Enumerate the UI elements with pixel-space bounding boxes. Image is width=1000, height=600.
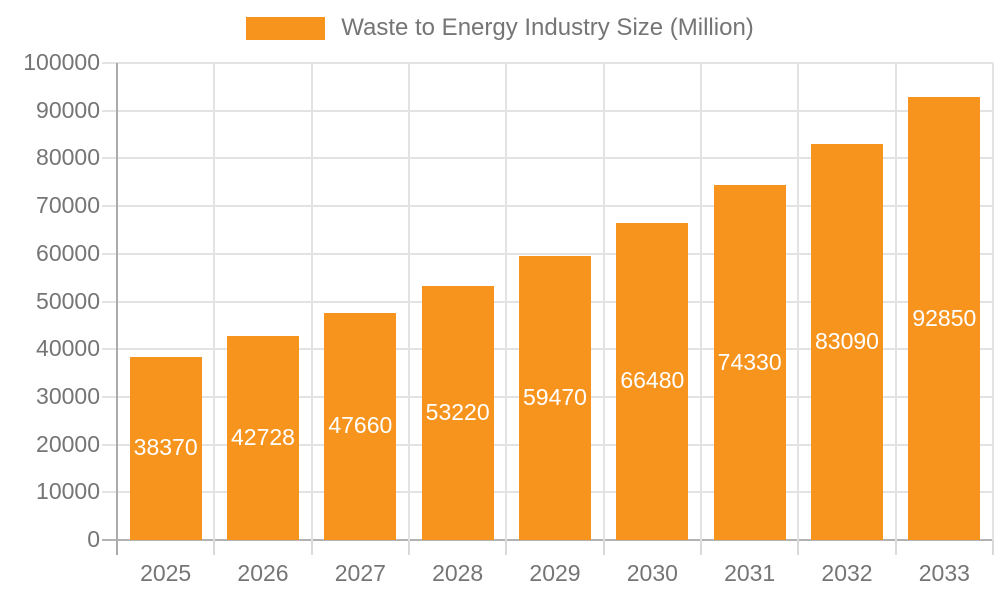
bar-2025 [129, 356, 202, 540]
v-gridline [894, 63, 897, 540]
y-tick [102, 443, 117, 446]
h-gridline [117, 205, 993, 208]
bar-2029 [519, 256, 591, 540]
bar-value-label: 42728 [231, 424, 295, 451]
x-axis-tick-label: 2030 [626, 560, 678, 586]
x-tick [505, 540, 508, 555]
y-tick [102, 109, 117, 112]
y-axis-tick-label: 50000 [36, 287, 100, 314]
x-tick [116, 540, 118, 555]
x-axis-tick-label: 2025 [140, 560, 192, 586]
legend: Waste to Energy Industry Size (Million) [0, 14, 1000, 42]
x-tick [408, 540, 410, 555]
y-axis-tick-label: 30000 [36, 382, 100, 409]
bar-2030 [616, 222, 689, 540]
v-gridline [992, 63, 994, 540]
x-tick [602, 540, 605, 555]
bar-value-label: 38370 [133, 434, 198, 461]
bar-value-label: 59470 [523, 384, 587, 411]
x-axis-tick-label: 2028 [432, 560, 484, 586]
y-axis-tick-label: 60000 [36, 239, 100, 266]
x-tick [797, 540, 800, 555]
y-tick [102, 300, 117, 303]
x-axis-line [117, 539, 993, 541]
x-axis-tick-label: 2032 [821, 560, 873, 586]
bar-2026 [227, 336, 299, 540]
v-gridline [213, 63, 216, 540]
y-axis-tick-label: 0 [87, 526, 100, 552]
h-gridline [117, 109, 993, 112]
bar-value-label: 92850 [912, 304, 977, 331]
y-axis-tick-label: 40000 [36, 335, 100, 362]
y-axis-tick-label: 90000 [36, 96, 100, 123]
y-tick [102, 539, 117, 541]
y-tick [102, 491, 117, 494]
bar-value-label: 53220 [425, 399, 490, 426]
v-gridline [505, 63, 508, 540]
x-axis-tick-label: 2031 [724, 560, 776, 586]
v-gridline [408, 63, 410, 540]
h-gridline [117, 157, 993, 160]
bar-value-label: 47660 [328, 412, 393, 439]
bar-2031 [713, 185, 786, 540]
x-tick [992, 540, 994, 555]
bar-2033 [908, 97, 981, 540]
y-tick [102, 62, 117, 64]
h-gridline [117, 62, 993, 64]
x-tick [700, 540, 702, 555]
y-axis-line [116, 63, 118, 540]
v-gridline [797, 63, 800, 540]
bar-value-label: 83090 [815, 327, 879, 354]
y-axis-tick-label: 100000 [23, 49, 100, 75]
legend-swatch [246, 16, 326, 40]
y-axis-tick-label: 10000 [36, 478, 100, 505]
x-tick [213, 540, 216, 555]
x-axis-tick-label: 2033 [918, 560, 970, 586]
y-tick [102, 205, 117, 208]
legend-label: Waste to Energy Industry Size (Million) [341, 14, 754, 41]
y-tick [102, 252, 117, 255]
x-axis-tick-label: 2026 [237, 560, 289, 586]
x-axis-tick-label: 2027 [334, 560, 386, 586]
v-gridline [310, 63, 313, 540]
bar-2028 [421, 286, 494, 540]
bar-value-label: 66480 [620, 367, 685, 394]
v-gridline [700, 63, 702, 540]
h-gridline [117, 252, 993, 255]
x-axis-tick-label: 2029 [529, 560, 581, 586]
x-tick [310, 540, 313, 555]
v-gridline [602, 63, 605, 540]
y-tick [102, 348, 117, 351]
bar-value-label: 74330 [717, 348, 782, 375]
y-tick [102, 157, 117, 160]
y-axis-tick-label: 70000 [36, 192, 100, 219]
bar-2027 [324, 312, 397, 540]
bar-2032 [811, 143, 883, 540]
y-axis-tick-label: 80000 [36, 144, 100, 171]
y-axis-tick-label: 20000 [36, 430, 100, 457]
x-tick [894, 540, 897, 555]
y-tick [102, 395, 117, 398]
